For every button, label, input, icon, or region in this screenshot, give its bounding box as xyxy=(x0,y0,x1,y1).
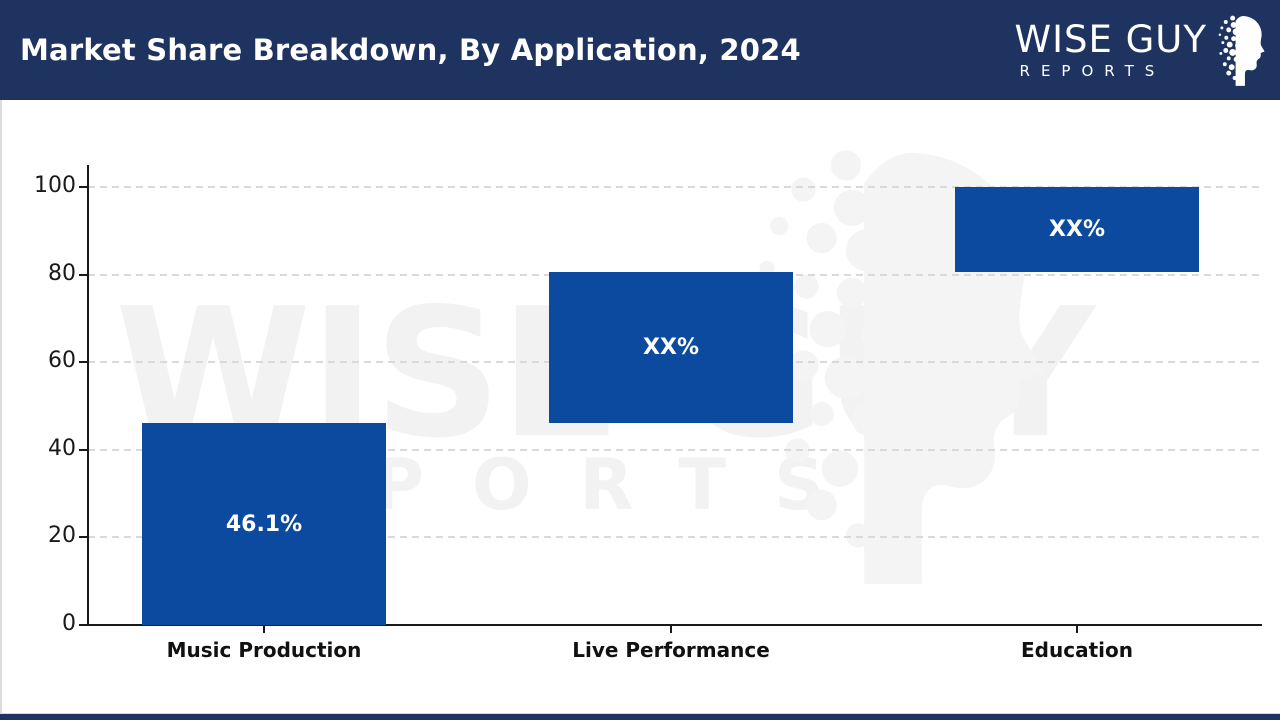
page-title: Market Share Breakdown, By Application, … xyxy=(20,33,801,67)
bar-value-label: XX% xyxy=(643,335,699,361)
y-tick-40 xyxy=(79,448,88,451)
logo-wordmark-line1: WISE GUY xyxy=(1014,17,1207,61)
y-tick-label-100: 100 xyxy=(34,173,76,198)
x-tick-1 xyxy=(670,626,672,633)
x-tick-0 xyxy=(263,626,265,633)
y-tick-100 xyxy=(79,186,88,188)
y-tick-80 xyxy=(79,273,88,276)
left-edge-border xyxy=(0,100,2,714)
y-tick-0 xyxy=(79,624,88,626)
x-axis-line xyxy=(87,624,1262,626)
bar-2: XX% xyxy=(955,187,1199,272)
bar-1: XX% xyxy=(549,271,793,424)
y-tick-label-20: 20 xyxy=(48,523,76,549)
y-axis-line xyxy=(87,165,89,625)
footer-bar xyxy=(0,714,1280,720)
bar-value-label: XX% xyxy=(1049,216,1105,242)
gridline-y-100 xyxy=(88,186,1262,188)
category-label-0: Music Production xyxy=(166,638,362,662)
bar-0: 46.1% xyxy=(142,423,386,625)
header-bar: Market Share Breakdown, By Application, … xyxy=(0,0,1280,100)
gridline-y-40 xyxy=(88,448,1262,451)
logo-wordmark-line2: REPORTS xyxy=(1019,61,1166,80)
y-tick-20 xyxy=(79,536,88,539)
y-tick-label-0: 0 xyxy=(62,611,76,636)
y-tick-label-60: 60 xyxy=(48,348,76,374)
footer-divider xyxy=(0,713,1280,714)
logo-wordmark: WISE GUY REPORTS xyxy=(1015,21,1207,80)
bar-value-label: 46.1% xyxy=(225,511,303,537)
x-tick-2 xyxy=(1076,626,1078,633)
y-tick-label-40: 40 xyxy=(48,435,76,461)
wiseguy-head-icon xyxy=(1214,10,1268,90)
gridline-y-20 xyxy=(88,536,1262,539)
category-label-1: Live Performance xyxy=(572,638,770,662)
category-label-2: Education xyxy=(1021,638,1133,662)
wiseguy-logo: WISE GUY REPORTS xyxy=(1015,0,1268,100)
y-tick-60 xyxy=(79,361,88,364)
y-tick-label-80: 80 xyxy=(48,260,76,286)
